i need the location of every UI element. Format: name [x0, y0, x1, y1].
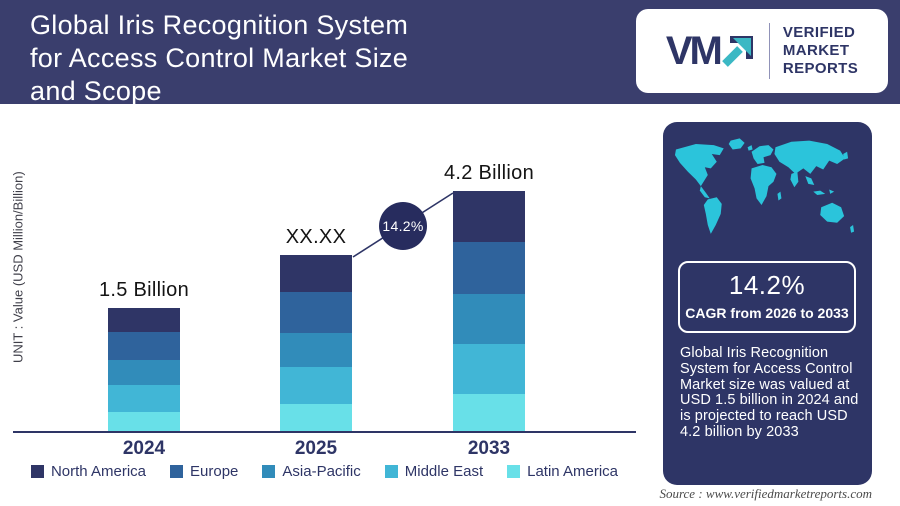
legend-item-europe: Europe [170, 463, 238, 480]
legend-swatch-north-america [30, 465, 44, 478]
legend-label-latin-america: Latin America [527, 463, 619, 480]
x-axis-tick-2033: 2033 [467, 438, 511, 459]
logo-divider [768, 23, 770, 79]
legend-swatch-asia-pacific [262, 465, 276, 478]
legend-label-north-america: North America [50, 463, 147, 480]
vmr-logo-letters: VM [665, 28, 723, 73]
logo-word-verified: VERIFIED [782, 24, 856, 41]
cagr-value: 14.2% [728, 270, 806, 300]
logo-word-market: MARKET [782, 42, 850, 59]
logo-wordmark: VERIFIED MARKET REPORTS [783, 24, 858, 78]
cagr-box: 14.2% CAGR from 2026 to 2033 [678, 261, 856, 333]
bar-segment-latin-america [108, 412, 180, 431]
legend-label-asia-pacific: Asia-Pacific [282, 463, 361, 480]
bar-segment-north-america [108, 308, 180, 332]
legend-label-europe: Europe [190, 463, 239, 480]
logo-word-reports: REPORTS [782, 60, 859, 77]
x-axis-tick-2024: 2024 [122, 438, 166, 459]
bar-segment-north-america [453, 191, 525, 242]
legend-item-asia-pacific: Asia-Pacific [262, 463, 361, 480]
vmr-logo: VM VERIFIED MARKET REPORTS [636, 9, 888, 93]
source-attribution: Source : www.verifiedmarketreports.com [659, 486, 872, 501]
legend-swatch-europe [170, 465, 184, 478]
bar-group-2024: 1.5 Billion [99, 279, 189, 431]
bar-segment-middle-east [108, 385, 180, 412]
page-title: Global Iris Recognition System for Acces… [30, 9, 408, 104]
bar-segment-asia-pacific [453, 294, 525, 344]
bar-value-label-2025: XX.XX [285, 226, 347, 248]
world-map-icon [674, 138, 855, 234]
legend-item-latin-america: Latin America [507, 463, 618, 480]
vmr-logo-mark: VM [666, 29, 756, 74]
title-line-1: Global Iris Recognition System [30, 10, 409, 40]
bar-value-label-2024: 1.5 Billion [98, 279, 190, 301]
chart-legend: North America Europe Asia-Pacific Middle Ea… [13, 463, 636, 480]
bar-stack-2025 [280, 255, 352, 431]
northeast-arrow-icon [722, 36, 753, 67]
legend-swatch-latin-america [507, 465, 521, 478]
y-axis-label: UNIT : Value (USD Million/Billion) [10, 171, 26, 363]
x-axis-line [13, 431, 636, 433]
cagr-badge-value: 14.2% [382, 218, 424, 234]
bar-segment-asia-pacific [280, 333, 352, 367]
title-line-3: and Scope [30, 76, 162, 104]
x-axis-tick-2025: 2025 [294, 438, 338, 459]
bar-segment-north-america [280, 255, 352, 292]
title-line-2: for Access Control Market Size [30, 43, 409, 73]
summary-panel: 14.2% CAGR from 2026 to 2033 Global Iris… [663, 122, 872, 485]
cagr-badge: 14.2% [379, 202, 427, 250]
cagr-period-label: CAGR from 2026 to 2033 [685, 305, 849, 321]
legend-item-middle-east: Middle East [384, 463, 484, 480]
bar-stack-2033 [453, 191, 525, 431]
bar-group-2033: 4.2 Billion [444, 162, 534, 431]
legend-swatch-middle-east [384, 465, 398, 478]
bar-segment-europe [108, 332, 180, 360]
bar-segment-asia-pacific [108, 360, 180, 385]
bar-segment-latin-america [453, 394, 525, 431]
legend-label-middle-east: Middle East [404, 463, 484, 480]
bar-segment-middle-east [280, 367, 352, 404]
bar-stack-2024 [108, 308, 180, 431]
bar-group-2025: XX.XX [280, 226, 352, 431]
bar-segment-latin-america [280, 404, 352, 431]
bar-segment-middle-east [453, 344, 525, 394]
bar-segment-europe [453, 242, 525, 294]
bar-segment-europe [280, 292, 352, 333]
bar-value-label-2033: 4.2 Billion [443, 162, 535, 184]
legend-item-north-america: North America [30, 463, 147, 480]
market-summary-text: Global Iris Recognition System for Acces… [680, 345, 859, 440]
